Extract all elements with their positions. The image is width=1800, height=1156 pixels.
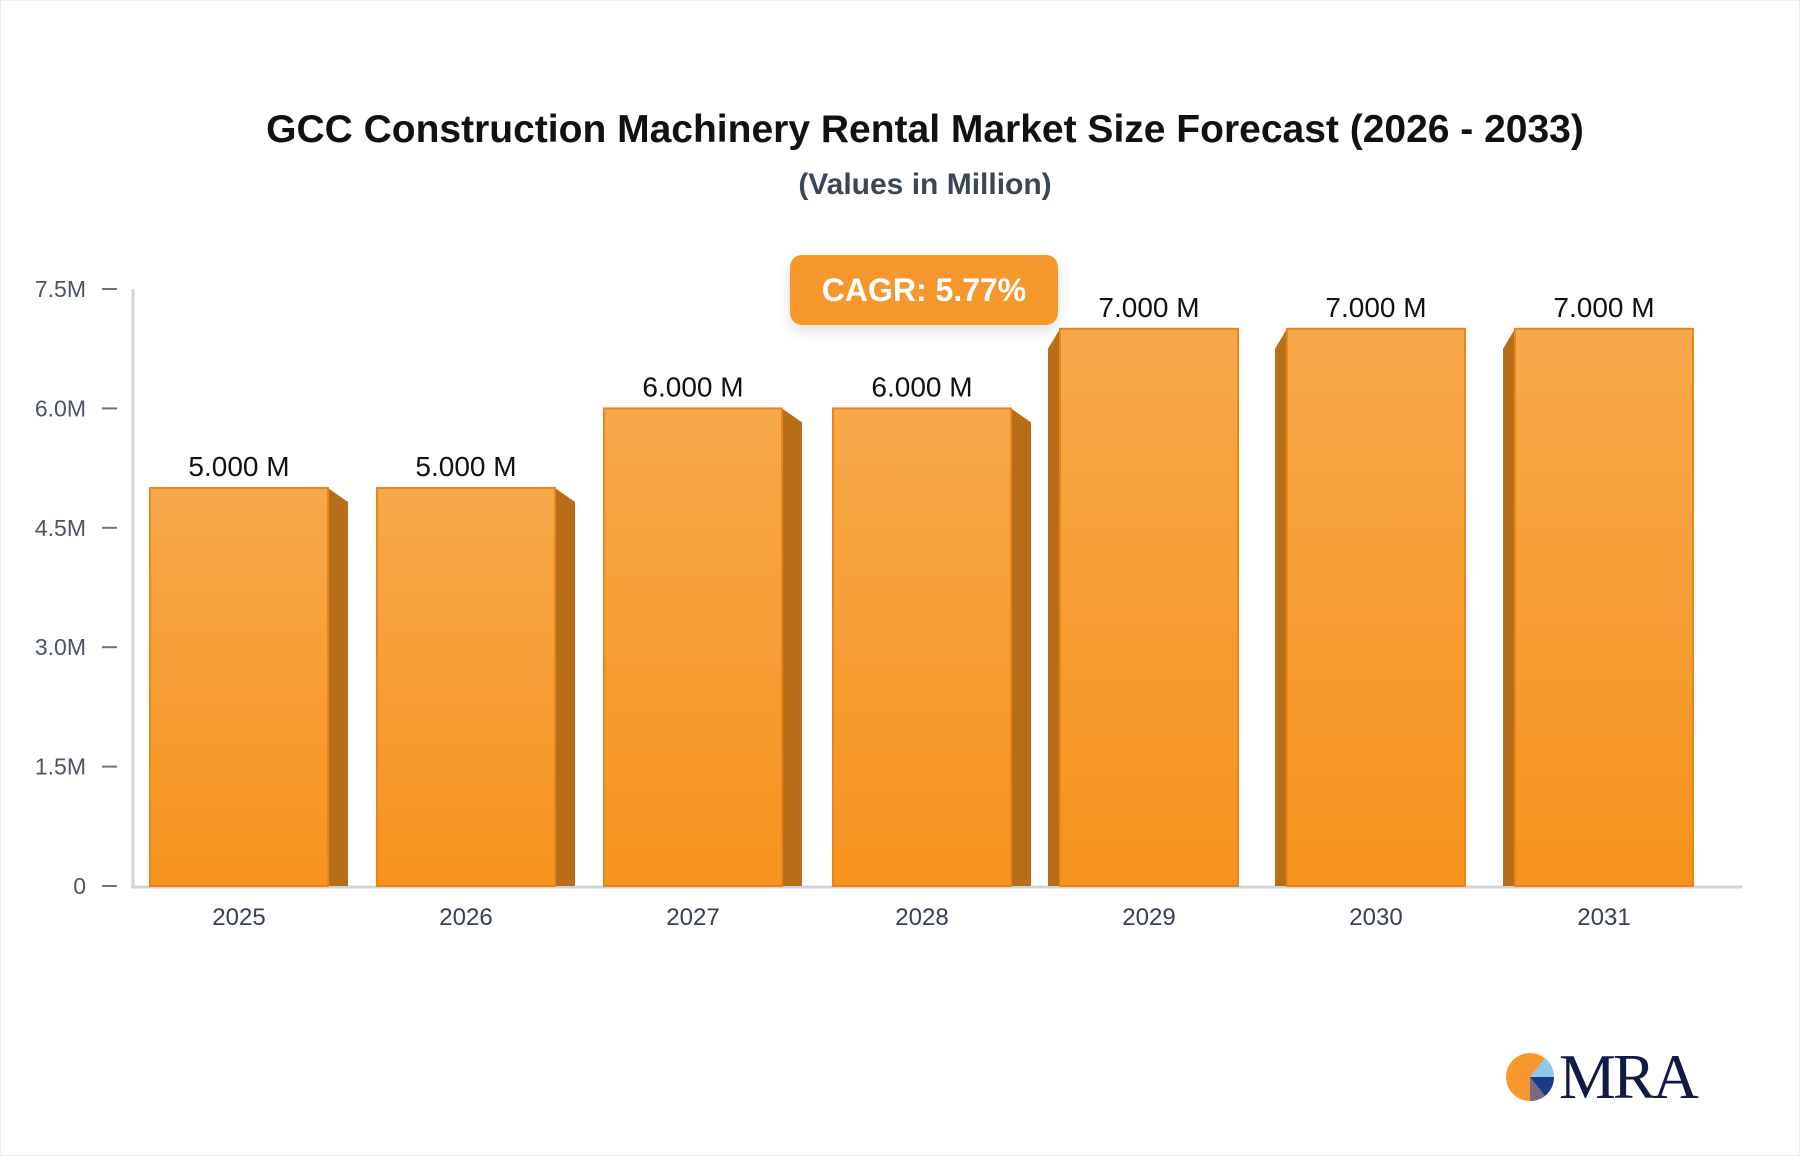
bar [376,487,556,887]
bar-side [1048,328,1060,886]
bar [603,407,783,887]
cagr-badge: CAGR: 5.77% [790,255,1058,325]
bar [149,487,329,887]
y-tick-label: 6.0M [35,395,86,421]
bar-side [555,488,575,886]
data-label: 7.000 M [1325,292,1426,323]
bar [832,407,1012,887]
x-tick-label: 2031 [1577,904,1630,931]
bar [1059,327,1239,887]
chart-title: GCC Construction Machinery Rental Market… [266,108,1584,151]
y-tick-label: 3.0M [35,634,86,660]
x-tick-label: 2025 [212,904,265,931]
y-tick-label: 4.5M [35,515,86,541]
data-label: 5.000 M [415,451,516,482]
data-label: 5.000 M [188,451,289,482]
bar-side [328,488,348,886]
data-label: 7.000 M [1098,292,1199,323]
bar [1286,327,1466,887]
bar-side [782,408,802,886]
x-tick-label: 2028 [895,904,948,931]
bar-side [1503,328,1515,886]
chart-subtitle: (Values in Million) [798,168,1052,201]
bar [1514,327,1694,887]
pie-logo-icon [1506,1053,1555,1102]
data-label: 6.000 M [642,371,743,402]
x-tick-label: 2027 [666,904,719,931]
data-label: 7.000 M [1553,292,1654,323]
bar-side [1011,408,1031,886]
mra-logo: MRA [1505,1040,1699,1114]
y-tick-label: 1.5M [35,754,86,780]
x-tick-label: 2029 [1122,904,1175,931]
bar-side [1275,328,1287,886]
x-tick-label: 2026 [439,904,492,931]
data-label: 6.000 M [871,371,972,402]
y-tick-label: 0 [73,873,86,899]
y-tick-label: 7.5M [35,276,86,302]
x-tick-label: 2030 [1349,904,1402,931]
logo-text: MRA [1559,1041,1699,1112]
